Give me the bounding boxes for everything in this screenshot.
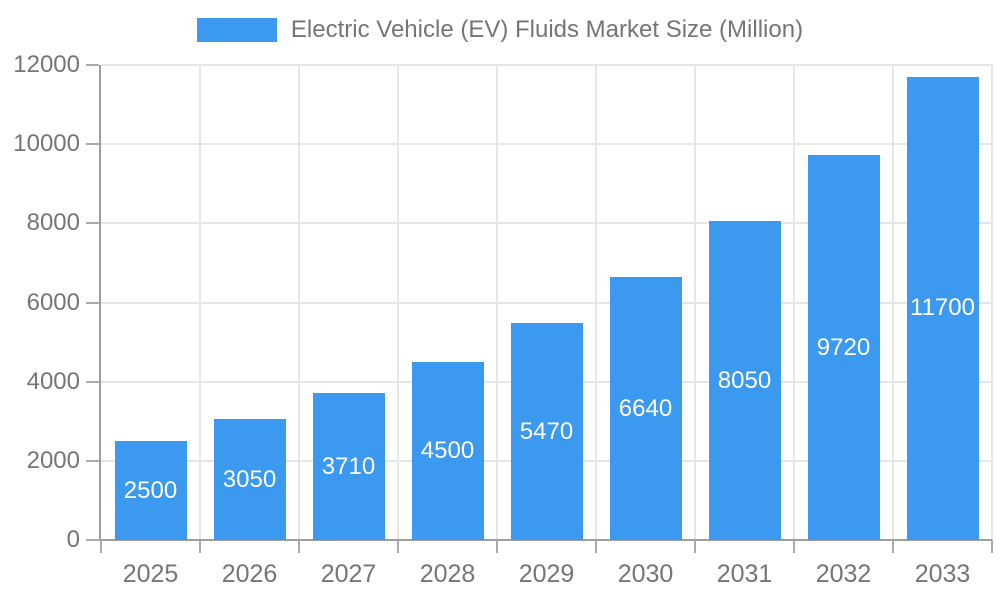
bar-2032[interactable] — [807, 155, 880, 540]
bar-value-label: 3050 — [222, 465, 277, 493]
x-axis-label: 2033 — [914, 560, 971, 588]
bar-2029[interactable] — [510, 323, 583, 540]
y-tick — [86, 380, 99, 383]
x-gridline — [595, 65, 597, 540]
x-tick — [694, 540, 696, 553]
y-gridline — [101, 301, 992, 304]
legend-swatch — [196, 18, 277, 42]
x-axis-label: 2027 — [320, 560, 377, 588]
x-tick — [496, 540, 498, 553]
x-axis-label: 2029 — [518, 560, 575, 588]
bar-value-label: 11700 — [910, 294, 975, 322]
y-axis-label: 10000 — [13, 130, 80, 158]
y-axis-label: 0 — [66, 526, 80, 553]
x-tick — [991, 540, 993, 553]
y-tick — [86, 143, 99, 146]
bar-value-label: 4500 — [420, 436, 475, 464]
bar-value-label: 3710 — [321, 452, 376, 480]
bar-value-label: 8050 — [717, 366, 772, 394]
y-axis-label: 2000 — [26, 446, 80, 474]
y-tick — [86, 459, 99, 462]
y-gridline — [101, 222, 992, 225]
x-tick — [100, 540, 102, 553]
y-tick — [86, 222, 99, 225]
x-tick — [793, 540, 795, 553]
bar-2026[interactable] — [213, 419, 286, 540]
y-axis-line — [99, 65, 101, 540]
bar-value-label: 9720 — [816, 333, 871, 361]
x-tick — [298, 540, 300, 553]
x-tick — [595, 540, 597, 553]
bar-2033[interactable] — [906, 76, 979, 540]
legend-label: Electric Vehicle (EV) Fluids Market Size… — [290, 16, 804, 43]
x-gridline — [694, 65, 696, 540]
y-gridline — [101, 64, 992, 66]
y-axis-label: 6000 — [26, 288, 80, 316]
x-tick — [397, 540, 399, 553]
x-gridline — [991, 65, 993, 540]
x-gridline — [298, 65, 300, 540]
bar-2025[interactable] — [114, 441, 187, 540]
bar-value-label: 6640 — [618, 394, 673, 422]
x-axis-label: 2030 — [617, 560, 674, 588]
y-tick — [86, 301, 99, 304]
x-axis-label: 2025 — [122, 560, 179, 588]
bar-2030[interactable] — [609, 277, 682, 540]
bar-2027[interactable] — [312, 393, 385, 540]
bar-2028[interactable] — [411, 361, 484, 540]
chart-legend[interactable]: Electric Vehicle (EV) Fluids Market Size… — [0, 16, 1000, 44]
y-gridline — [101, 143, 992, 146]
x-gridline — [397, 65, 399, 540]
bar-value-label: 5470 — [519, 417, 574, 445]
x-axis-line — [99, 539, 992, 541]
y-axis-label: 8000 — [26, 209, 80, 237]
y-axis-label: 4000 — [26, 367, 80, 395]
plot-area: 0 2000 4000 6000 8000 10000 12000 2500 2025 3050 2… — [13, 51, 993, 588]
x-gridline — [496, 65, 498, 540]
x-gridline — [199, 65, 201, 540]
x-gridline — [793, 65, 795, 540]
x-tick — [199, 540, 201, 553]
y-tick — [86, 64, 99, 66]
x-axis-label: 2031 — [716, 560, 773, 588]
x-gridline — [892, 65, 894, 540]
bar-2031[interactable] — [708, 221, 781, 540]
y-axis-label: 12000 — [13, 51, 80, 78]
x-tick — [892, 540, 894, 553]
x-axis-label: 2032 — [815, 560, 872, 588]
bar-value-label: 2500 — [123, 476, 178, 504]
y-tick — [86, 539, 99, 541]
x-axis-label: 2026 — [221, 560, 278, 588]
x-axis-label: 2028 — [419, 560, 476, 588]
